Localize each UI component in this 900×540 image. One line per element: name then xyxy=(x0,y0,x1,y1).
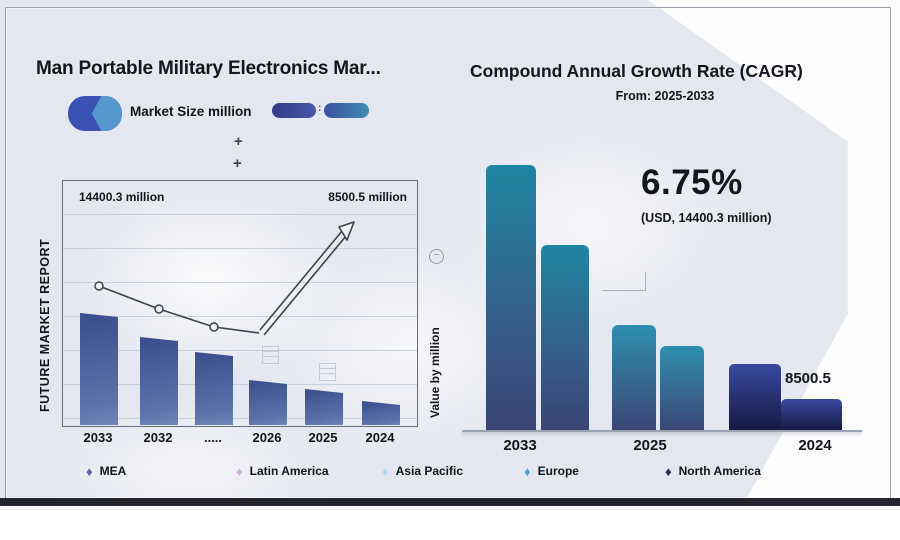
watermark-doc-icon xyxy=(319,363,336,381)
legend-diamond-icon: ♦ xyxy=(382,463,389,479)
bottom-accent-bar xyxy=(0,498,900,506)
right-bar-2025-secondary xyxy=(660,346,704,431)
region-legend: ♦ MEA ♦ Latin America ♦ Asia Pacific ♦ Europe ♦ N… xyxy=(0,464,900,486)
left-x-label: 2033 xyxy=(83,430,113,445)
left-bar-2026 xyxy=(249,380,287,425)
left-bar-2032 xyxy=(140,337,178,425)
left-bar-chart: 14400.3 million 8500.5 million xyxy=(62,180,418,427)
value-axis-label: Value by million xyxy=(428,327,442,418)
right-bar-chart xyxy=(462,150,867,431)
watermark-doc-icon xyxy=(262,346,279,364)
left-x-label: 2026 xyxy=(252,430,282,445)
cylinder-icon xyxy=(68,96,122,131)
right-bar-2033-primary xyxy=(486,165,536,431)
bar-value-annotation: 8500.5 xyxy=(785,370,831,387)
legend-label: Latin America xyxy=(249,464,329,478)
ratio-pill-left xyxy=(272,103,316,118)
legend-label: MEA xyxy=(99,464,127,478)
cagr-subheading: From: 2025-2033 xyxy=(615,89,715,103)
left-bar-2025 xyxy=(305,389,343,425)
legend-item-north-america: ♦ North America xyxy=(665,464,761,478)
legend-diamond-icon: ♦ xyxy=(236,463,243,479)
legend-diamond-icon: ♦ xyxy=(665,463,672,479)
legend-label: Europe xyxy=(537,464,579,478)
right-x-label: 2025 xyxy=(633,437,667,454)
left-x-label: 2032 xyxy=(143,430,173,445)
right-bar-2033-secondary xyxy=(541,245,589,431)
watermark-vertical-text: FUTURE MARKET REPORT xyxy=(38,238,52,412)
cylinder-cap-icon xyxy=(91,96,122,131)
right-bar-2024-primary xyxy=(729,364,781,431)
legend-label: Asia Pacific xyxy=(395,464,464,478)
ratio-separator: : xyxy=(318,103,322,114)
page-title: Man Portable Military Electronics Mar... xyxy=(36,58,381,79)
left-x-label: 2024 xyxy=(365,430,395,445)
plus-mark-icon: + xyxy=(234,133,243,150)
left-bars-group xyxy=(63,181,417,426)
left-bar-2024 xyxy=(362,401,400,425)
legend-item-europe: ♦ Europe xyxy=(524,464,579,478)
trend-line-arrow xyxy=(94,221,355,336)
left-bar-2033 xyxy=(80,313,118,425)
right-x-label: 2024 xyxy=(798,437,832,454)
right-bar-2024-secondary xyxy=(781,399,842,431)
cagr-heading: Compound Annual Growth Rate (CAGR) xyxy=(470,61,803,81)
cagr-basis-note: (USD, 14400.3 million) xyxy=(641,211,772,225)
legend-item-latin-america: ♦ Latin America xyxy=(236,464,329,478)
chart-end-value: 8500.5 million xyxy=(328,190,407,204)
chart-start-value: 14400.3 million xyxy=(79,190,165,204)
right-bar-2025-primary xyxy=(612,325,656,431)
left-x-label: ..... xyxy=(203,430,223,445)
left-x-label: 2025 xyxy=(308,430,338,445)
left-x-axis-labels: 2033 2032..... 2026 2025 2024 xyxy=(62,430,416,448)
legend-diamond-icon: ♦ xyxy=(86,463,93,479)
legend-item-asia-pacific: ♦ Asia Pacific xyxy=(382,464,463,478)
legend-item-mea: ♦ MEA xyxy=(86,464,126,478)
legend-label: North America xyxy=(678,464,761,478)
right-x-label: 2033 xyxy=(503,437,537,454)
plus-mark-icon: + xyxy=(233,155,242,172)
market-size-label: Market Size million xyxy=(130,104,252,119)
cagr-value: 6.75% xyxy=(641,163,743,202)
right-chart-baseline xyxy=(462,430,862,432)
legend-diamond-icon: ♦ xyxy=(524,463,531,479)
circle-minus-icon: − xyxy=(429,249,444,264)
corner-bracket-decoration xyxy=(602,272,646,291)
left-bar-..... xyxy=(195,352,233,425)
ratio-pill-right xyxy=(324,103,369,118)
